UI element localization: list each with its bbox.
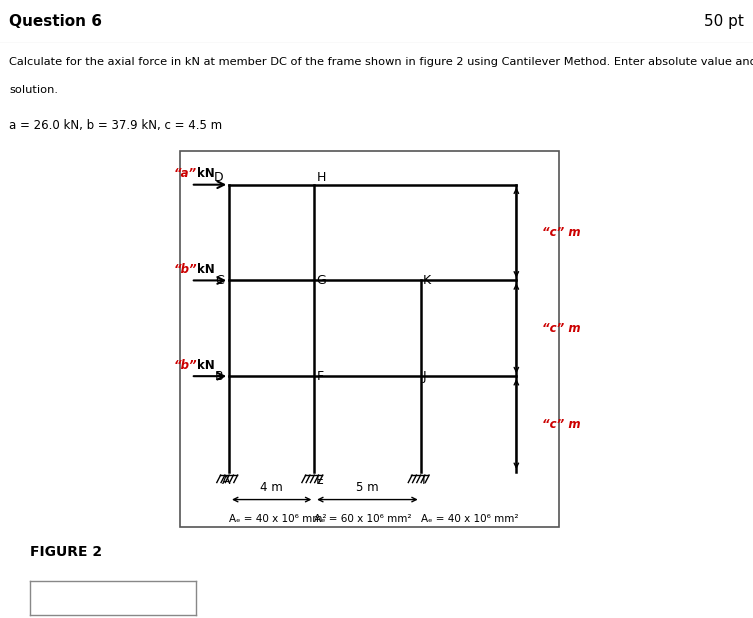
- Text: Aₑ = 40 x 10⁶ mm²: Aₑ = 40 x 10⁶ mm²: [421, 514, 518, 525]
- Text: “c” m: “c” m: [542, 418, 581, 431]
- Text: K: K: [422, 274, 431, 287]
- Text: 5 m: 5 m: [356, 481, 379, 494]
- Text: Calculate for the axial force in kN at member DC of the frame shown in figure 2 : Calculate for the axial force in kN at m…: [9, 57, 753, 67]
- Text: a = 26.0 kN, b = 37.9 kN, c = 4.5 m: a = 26.0 kN, b = 37.9 kN, c = 4.5 m: [9, 119, 222, 132]
- Text: 4 m: 4 m: [261, 481, 283, 494]
- Text: Aₑ = 60 x 10⁶ mm²: Aₑ = 60 x 10⁶ mm²: [314, 514, 412, 525]
- Text: G: G: [316, 274, 326, 287]
- Text: solution.: solution.: [9, 85, 58, 95]
- Text: “c” m: “c” m: [542, 322, 581, 335]
- Text: “b”: “b”: [174, 263, 197, 276]
- Text: Question 6: Question 6: [9, 14, 102, 29]
- Text: I: I: [422, 474, 425, 487]
- Text: 50 pt: 50 pt: [704, 14, 744, 29]
- Text: F: F: [316, 370, 324, 383]
- Text: “a”: “a”: [174, 167, 197, 180]
- Text: B: B: [215, 370, 224, 383]
- Text: H: H: [316, 171, 326, 184]
- Text: FIGURE 2: FIGURE 2: [30, 545, 102, 559]
- Text: kN: kN: [197, 167, 215, 180]
- Text: Aₑ = 40 x 10⁶ mm²: Aₑ = 40 x 10⁶ mm²: [229, 514, 327, 525]
- Text: E: E: [316, 474, 323, 487]
- Text: J: J: [422, 370, 426, 383]
- Text: kN: kN: [197, 359, 215, 372]
- Text: “b”: “b”: [174, 359, 197, 372]
- FancyBboxPatch shape: [180, 151, 559, 527]
- Text: kN: kN: [197, 263, 215, 276]
- Text: D: D: [214, 171, 224, 184]
- Text: A: A: [221, 474, 230, 487]
- Text: C: C: [215, 274, 224, 287]
- Text: “c” m: “c” m: [542, 226, 581, 239]
